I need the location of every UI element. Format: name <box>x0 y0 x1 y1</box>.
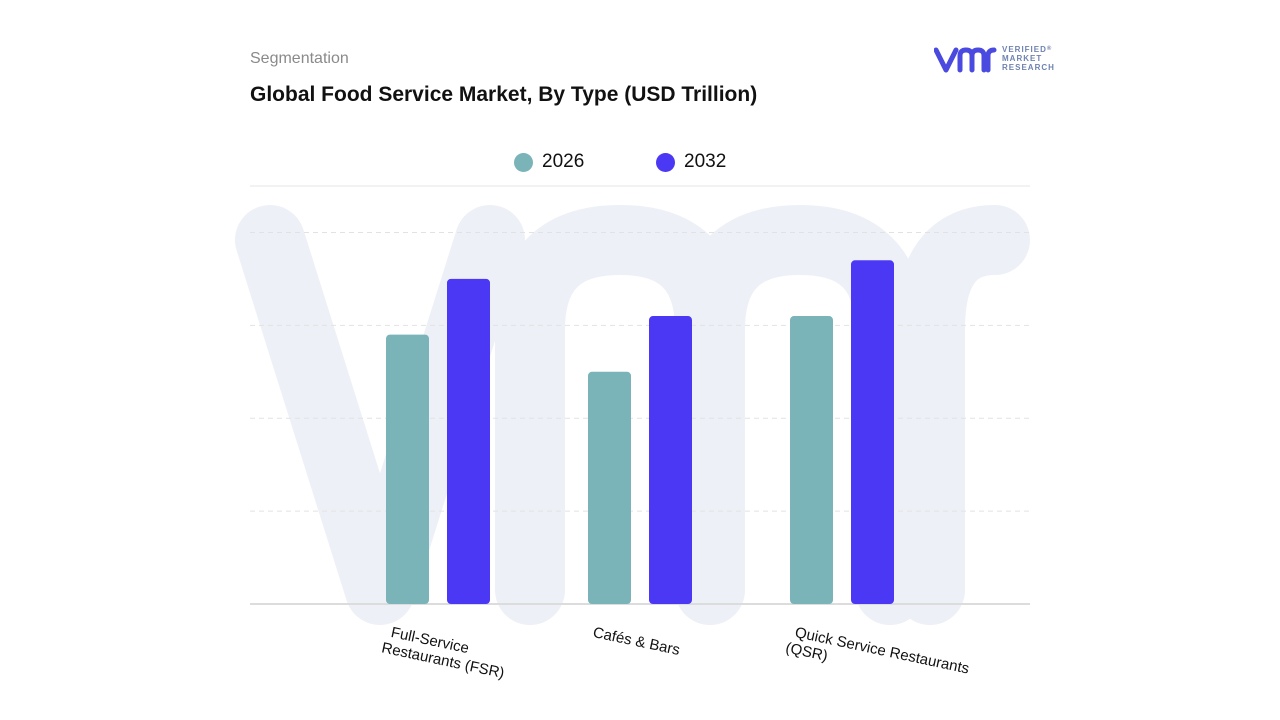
watermark-logo <box>235 205 1030 625</box>
legend-swatch-2026 <box>514 152 533 172</box>
bar-2026-0 <box>386 334 429 604</box>
bar-2026-1 <box>588 371 631 604</box>
vmr-logo-icon <box>934 47 997 73</box>
bar-2032-2 <box>851 260 894 604</box>
logo-line-2: MARKET <box>1002 54 1043 63</box>
logo-line-1: VERIFIED <box>1002 45 1047 54</box>
legend-swatch-2032 <box>656 152 675 172</box>
logo-line-3: RESEARCH <box>1002 63 1055 72</box>
legend-label-2026: 2026 <box>542 151 585 172</box>
legend-item-2032: 2032 <box>656 150 726 174</box>
chart-legend: 2026 2032 <box>0 150 1280 174</box>
bar-2026-2 <box>790 316 833 604</box>
section-label: Segmentation <box>250 50 349 67</box>
bar-2032-0 <box>447 278 490 604</box>
logo-wordmark: VERIFIED® MARKET RESEARCH <box>1002 45 1055 72</box>
bar-2032-1 <box>649 316 692 604</box>
legend-label-2032: 2032 <box>684 151 727 172</box>
chart-title: Global Food Service Market, By Type (USD… <box>250 83 758 106</box>
legend-item-2026: 2026 <box>514 150 584 174</box>
